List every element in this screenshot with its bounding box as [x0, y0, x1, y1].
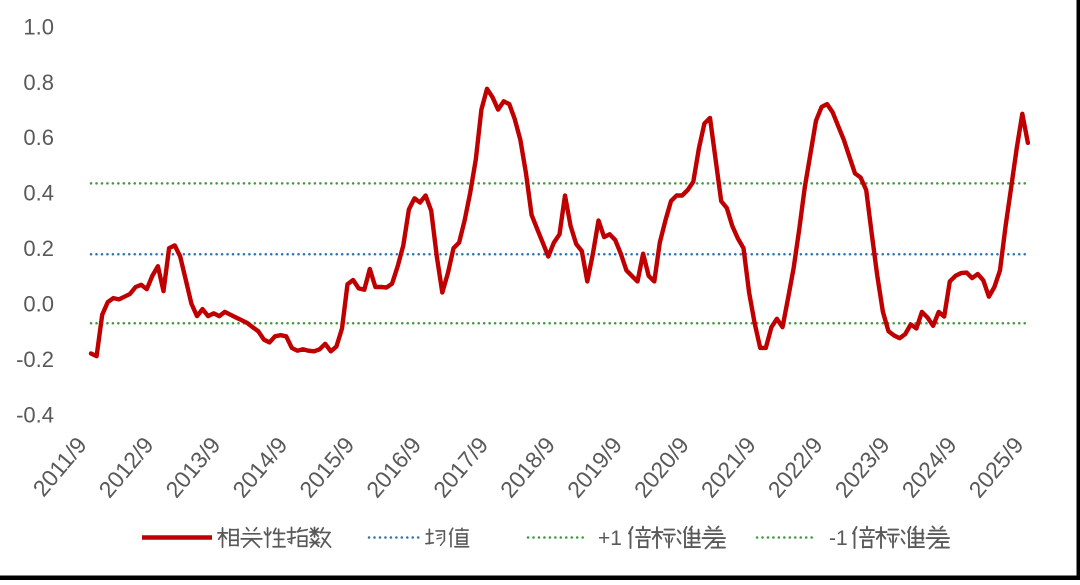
- svg-text:+1: +1: [598, 527, 622, 550]
- svg-text:0.0: 0.0: [23, 292, 54, 317]
- svg-text:-0.2: -0.2: [16, 347, 54, 372]
- svg-text:1.0: 1.0: [23, 14, 54, 39]
- svg-text:0.4: 0.4: [23, 181, 54, 206]
- svg-text:-1: -1: [829, 527, 848, 550]
- svg-text:0.6: 0.6: [23, 125, 54, 150]
- svg-text:-0.4: -0.4: [16, 402, 54, 427]
- svg-text:0.2: 0.2: [23, 236, 54, 261]
- svg-text:0.8: 0.8: [23, 70, 54, 95]
